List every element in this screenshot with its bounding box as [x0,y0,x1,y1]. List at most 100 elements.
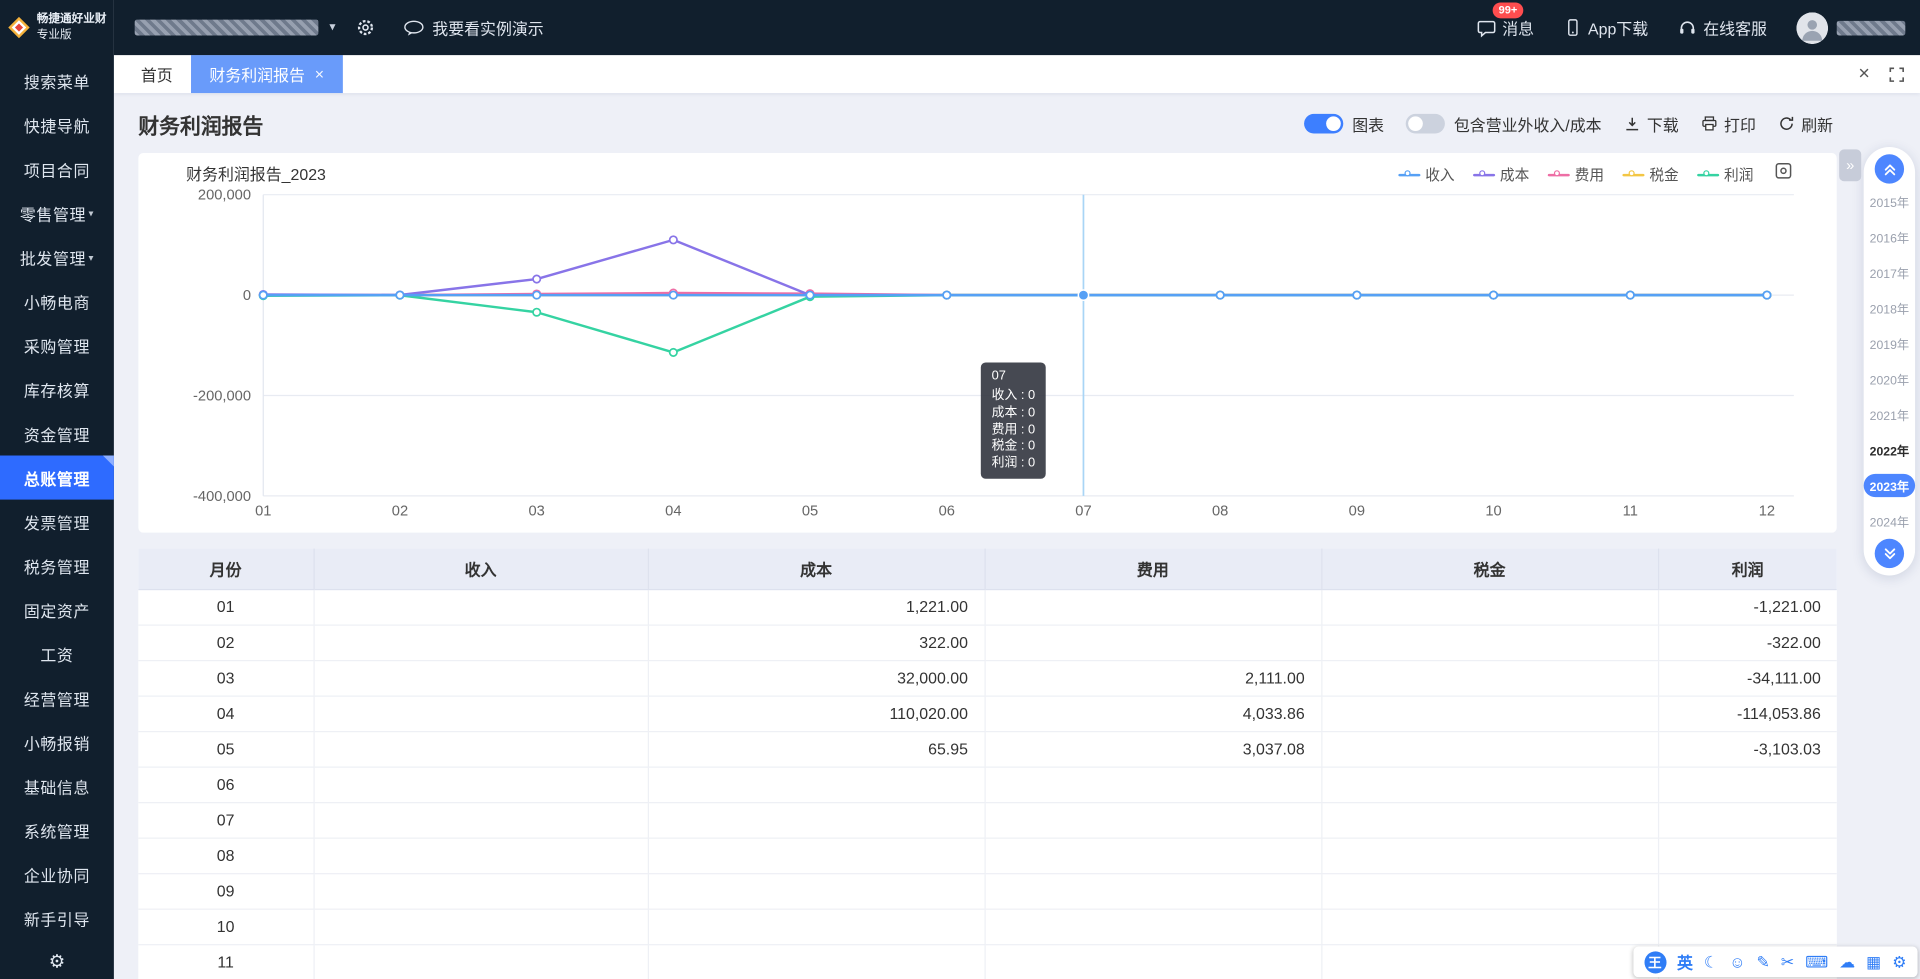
refresh-button[interactable]: 刷新 [1778,112,1833,135]
close-tabs-icon[interactable]: × [1858,63,1870,84]
chart-view-toggle[interactable]: 图表 [1304,112,1384,135]
ime-logo[interactable]: 王 [1643,950,1666,973]
emoji-icon[interactable]: ☺ [1729,952,1746,972]
sidebar-item[interactable]: 总账管理 [0,455,114,500]
sidebar-item[interactable]: 基础信息 [0,764,114,808]
sidebar-item[interactable]: 系统管理 [0,808,114,852]
column-header: 利润 [1657,548,1837,590]
table-row[interactable]: 05 65.95 3,037.08 -3,103.03 [138,731,1837,768]
topbar: ▾ 我要看实例演示 99+ 消息 App下载 在线客服 [113,0,1920,56]
value-cell [1321,695,1659,732]
sidebar-item[interactable]: 快捷导航 [0,103,114,147]
page-title: 财务利润报告 [138,114,264,138]
table-row[interactable]: 10 [138,908,1837,945]
handwriting-icon[interactable]: ✎ [1756,952,1770,972]
sidebar-item[interactable]: 固定资产 [0,588,114,632]
table-row[interactable]: 08 [138,837,1837,874]
scroll-down-icon[interactable] [1874,538,1905,569]
value-cell [1657,837,1837,874]
table-row[interactable]: 03 32,000.00 2,111.00 -34,111.00 [138,659,1837,697]
year-item[interactable]: 2017年 [1869,268,1910,282]
sidebar-item[interactable]: 小畅报销 [0,720,114,764]
table-row[interactable]: 02 322.00 -322.00 [138,624,1837,661]
value-cell [1321,624,1659,661]
sidebar-settings-gear-icon[interactable]: ⚙ [48,951,66,973]
print-button[interactable]: 打印 [1701,112,1756,135]
year-item[interactable]: 2016年 [1869,232,1910,247]
svg-text:10: 10 [1485,504,1501,520]
month-cell: 01 [138,588,315,626]
tab[interactable]: 首页 [122,55,191,93]
value-cell: 2,111.00 [984,659,1322,697]
tab[interactable]: 财务利润报告 × [191,55,343,94]
sidebar-item[interactable]: 库存核算 [0,367,114,411]
sidebar-item[interactable]: 经营管理 [0,676,114,720]
year-item[interactable]: 2021年 [1869,410,1910,424]
fullscreen-icon[interactable] [1888,66,1905,83]
messages-button[interactable]: 99+ 消息 [1477,2,1534,39]
year-item[interactable]: 2024年 [1869,516,1910,531]
sidebar-menu: 搜索菜单快捷导航 项目合同 零售管理 ▾ 批发管理 ▾ 小畅电商 采购管理 库存核算 资金管理 总账… [0,55,114,940]
cloud-icon[interactable]: ☁ [1839,952,1856,972]
save-image-icon[interactable] [1774,162,1792,186]
apps-grid-icon[interactable]: ▦ [1866,952,1882,972]
sidebar-item-label: 零售管理 [19,205,87,224]
org-selector-dropdown[interactable]: ▾ [134,19,336,36]
app-download-button[interactable]: App下载 [1563,16,1648,39]
sidebar-item[interactable]: 新手引导 [0,896,114,940]
sidebar-item[interactable]: 项目合同 [0,147,114,191]
tab-close-icon[interactable]: × [314,64,325,84]
scroll-up-icon[interactable] [1874,154,1905,184]
user-area [1796,11,1906,44]
year-item[interactable]: 2022年 [1869,445,1910,460]
table-row[interactable]: 09 [138,873,1837,910]
sidebar-item[interactable]: 税务管理 [0,544,114,588]
table-row[interactable]: 11 [138,944,1837,979]
year-item[interactable]: 2020年 [1869,374,1910,389]
value-cell [1657,802,1837,839]
legend-item[interactable]: 税金 [1622,164,1679,185]
settings-gear-icon[interactable] [355,17,376,38]
year-item[interactable]: 2023年 [1863,473,1916,498]
settings-gear-icon[interactable]: ⚙ [1892,952,1907,972]
ime-language-indicator[interactable]: 英 [1676,953,1693,973]
page-header: 财务利润报告 图表 包含营业外收入/成本 下载 打印 [138,108,1833,140]
month-cell: 03 [138,659,315,697]
table-row[interactable]: 04 110,020.00 4,033.86 -114,053.86 [138,695,1837,732]
screenshot-scissors-icon[interactable]: ✂ [1780,952,1795,972]
keyboard-icon[interactable]: ⌨ [1805,952,1829,972]
sidebar-item[interactable]: 发票管理 [0,500,114,544]
column-header: 成本 [647,548,986,590]
night-mode-icon[interactable]: ☾ [1703,952,1719,972]
sidebar-item[interactable]: 企业协同 [0,852,114,896]
ime-toolbar[interactable]: 王 英 ☾ ☺ ✎ ✂ ⌨ ☁ ▦ ⚙ [1632,946,1918,978]
legend-item[interactable]: 利润 [1697,164,1753,185]
year-item[interactable]: 2019年 [1869,339,1910,353]
year-item[interactable]: 2015年 [1869,197,1910,211]
month-cell: 07 [138,802,315,839]
sidebar-item[interactable]: 工资 [0,632,114,676]
sidebar-item-label: 基础信息 [23,778,90,797]
legend-item[interactable]: 成本 [1472,164,1529,185]
sidebar-item[interactable]: 资金管理 [0,411,114,455]
table-row[interactable]: 07 [138,802,1837,839]
sidebar-item[interactable]: 批发管理 ▾ [0,235,114,279]
sidebar-item[interactable]: 搜索菜单 [0,59,114,103]
redacted-username [1836,20,1906,35]
table-row[interactable]: 06 [138,766,1837,803]
year-item[interactable]: 2018年 [1869,303,1910,318]
sidebar-item[interactable]: 小畅电商 [0,279,114,323]
legend-item[interactable]: 费用 [1547,164,1604,185]
support-button[interactable]: 在线客服 [1678,16,1767,39]
sidebar-item[interactable]: 采购管理 [0,323,114,367]
panel-collapse-handle[interactable]: » [1839,149,1862,182]
avatar[interactable] [1796,11,1829,44]
legend-item[interactable]: 收入 [1398,164,1455,185]
download-button[interactable]: 下载 [1624,112,1679,135]
table-row[interactable]: 01 1,221.00 -1,221.00 [138,588,1837,626]
sidebar-item-label: 搜索菜单 [23,72,90,92]
demo-button[interactable]: 我要看实例演示 [403,16,544,39]
sidebar-item[interactable]: 零售管理 ▾ [0,191,114,235]
include-nonoperating-toggle[interactable]: 包含营业外收入/成本 [1406,112,1602,135]
